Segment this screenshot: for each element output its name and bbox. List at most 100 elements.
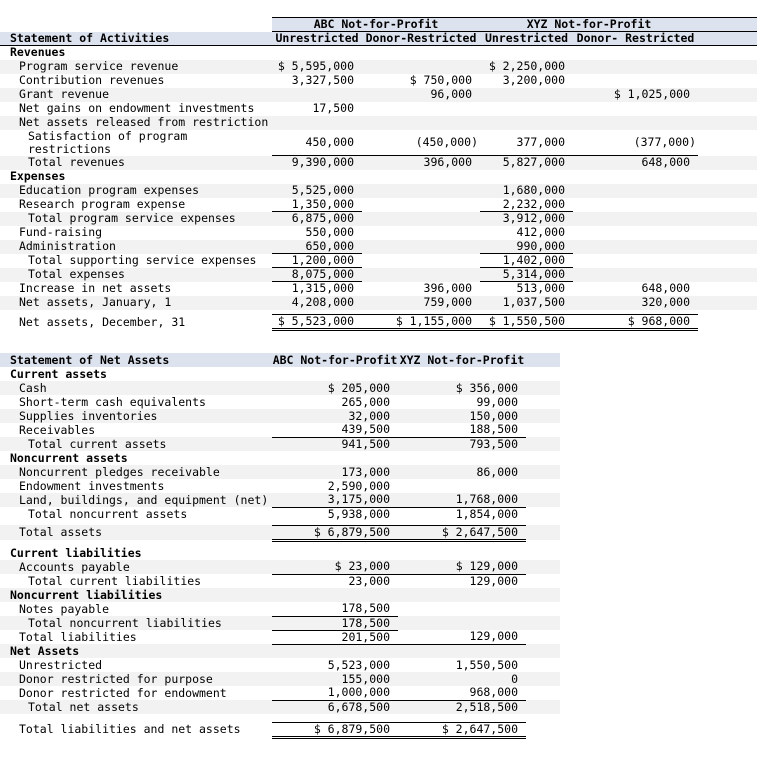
row-label: Total noncurrent assets [28, 507, 188, 521]
row-label: Supplies inventories [0, 409, 272, 423]
filler-cell [698, 102, 757, 116]
value-cell: 1,037,500 [480, 295, 573, 310]
value-cell: $ 1,550,500 [480, 314, 573, 331]
filler-cell [526, 465, 560, 479]
value-cell: $ 2,647,500 [398, 721, 526, 739]
value-cell [362, 46, 480, 60]
filler-cell [698, 282, 757, 296]
row-label: Net assets released from restriction [0, 115, 272, 130]
value-cell: 2,232,000 [502, 197, 565, 211]
row-label: Total net assets [0, 700, 272, 714]
value-cell [480, 102, 573, 116]
value-cell [480, 170, 573, 184]
filler-cell [698, 115, 757, 130]
value-cell: 4,208,000 [272, 295, 362, 310]
filler-cell [698, 183, 757, 198]
value-cell [362, 183, 480, 198]
table-row: Total revenues 9,390,000 396,000 5,827,000 6… [0, 155, 757, 170]
filler-cell [698, 239, 757, 254]
filler-cell [698, 130, 757, 156]
value-cell: 3,912,000 [480, 211, 573, 226]
value-cell [398, 616, 526, 630]
column-header-xyz: XYZ Not-for-Profit [398, 353, 526, 367]
table-row: Research program expense 1,350,000 2,232,0… [0, 198, 757, 212]
value-cell: 188,500 [469, 423, 518, 437]
value-cell: 412,000 [516, 225, 565, 239]
table-row: Increase in net assets 1,315,000 396,000 51… [0, 281, 757, 296]
value-cell: 5,938,000 [272, 506, 398, 521]
section-label: Noncurrent assets [10, 451, 128, 465]
value-cell [272, 588, 398, 602]
value-cell: 201,500 [272, 629, 398, 645]
value-cell: $ 356,000 [398, 381, 526, 395]
section-label: Expenses [10, 169, 66, 183]
value-cell: 320,000 [573, 295, 698, 310]
row-label: Net gains on endowment investments [19, 101, 255, 115]
value-cell: 5,314,000 [480, 267, 573, 282]
table-row: Total liabilities and net assets $ 6,879,… [0, 721, 560, 739]
row-label: Donor restricted for endowment [19, 686, 227, 700]
spacer-cell [0, 540, 560, 546]
value-cell: 2,518,500 [398, 699, 526, 714]
value-cell: $ 205,000 [272, 381, 398, 395]
value-cell: 265,000 [341, 395, 390, 409]
value-cell: $ 6,879,500 [272, 524, 398, 542]
value-cell: 5,827,000 [480, 155, 573, 170]
table-row: Notes payable 178,500 [0, 602, 560, 616]
section-label: Revenues [10, 45, 66, 60]
value-cell [272, 170, 362, 184]
row-label: Short-term cash equivalents [19, 395, 206, 409]
table-row: Education program expenses 5,525,000 1,680… [0, 183, 757, 198]
row-label: Satisfaction of program restrictions [28, 129, 188, 156]
value-cell [573, 267, 698, 282]
value-cell: 3,327,500 [291, 73, 354, 87]
value-cell: 129,000 [398, 573, 526, 588]
value-cell: 759,000 [362, 295, 480, 310]
table-row: Receivables 439,500 188,500 [0, 423, 560, 437]
group-header-row: ABC Not-for-Profit XYZ Not-for-Profit [0, 17, 757, 32]
filler-cell [698, 198, 757, 212]
value-cell: 17,500 [312, 101, 354, 115]
spacer-cell [0, 309, 757, 315]
value-cell: 650,000 [272, 239, 362, 254]
value-cell: 96,000 [362, 87, 480, 102]
table-row: Fund-raising 550,000 412,000 [0, 226, 757, 240]
value-cell [272, 46, 362, 60]
value-cell [272, 367, 398, 381]
filler-cell [698, 226, 757, 240]
value-cell: 968,000 [469, 686, 518, 700]
filler-cell [698, 254, 757, 268]
value-cell: 513,000 [480, 281, 573, 296]
row-label: Administration [0, 239, 272, 254]
value-cell [573, 115, 698, 130]
filler-cell [526, 644, 560, 658]
value-cell: 1,402,000 [480, 253, 573, 268]
value-cell [573, 198, 698, 212]
filler-cell [526, 686, 560, 700]
filler-cell [526, 409, 560, 423]
row-label: Total liabilities [19, 630, 137, 644]
spacer-cell [0, 521, 560, 525]
filler-cell [526, 602, 560, 616]
table-row: Total expenses 8,075,000 5,314,000 [0, 267, 757, 282]
filler-cell [698, 87, 757, 102]
table-row: Total noncurrent liabilities 178,500 [0, 615, 560, 630]
value-cell: 1,315,000 [272, 281, 362, 296]
filler-cell [526, 525, 560, 540]
group-header-abc: ABC Not-for-Profit [272, 17, 480, 32]
row-label: Total revenues [0, 155, 272, 170]
value-cell [398, 602, 526, 616]
value-cell: $ 750,000 [409, 73, 472, 87]
row-label: Total expenses [0, 267, 272, 282]
table-row: Net assets, January, 1 4,208,000 759,000 1,… [0, 295, 757, 310]
table-row: Net assets released from restriction [0, 115, 757, 130]
row-label: Total supporting service expenses [28, 253, 257, 267]
value-cell: 32,000 [272, 409, 398, 423]
table-row: Total current liabilities 23,000 129,000 [0, 573, 560, 588]
value-cell [573, 239, 698, 254]
value-cell: 9,390,000 [272, 155, 362, 170]
value-cell [362, 115, 480, 130]
filler-cell [526, 423, 560, 437]
value-cell: 1,200,000 [272, 253, 362, 268]
row-label: Increase in net assets [19, 281, 172, 295]
